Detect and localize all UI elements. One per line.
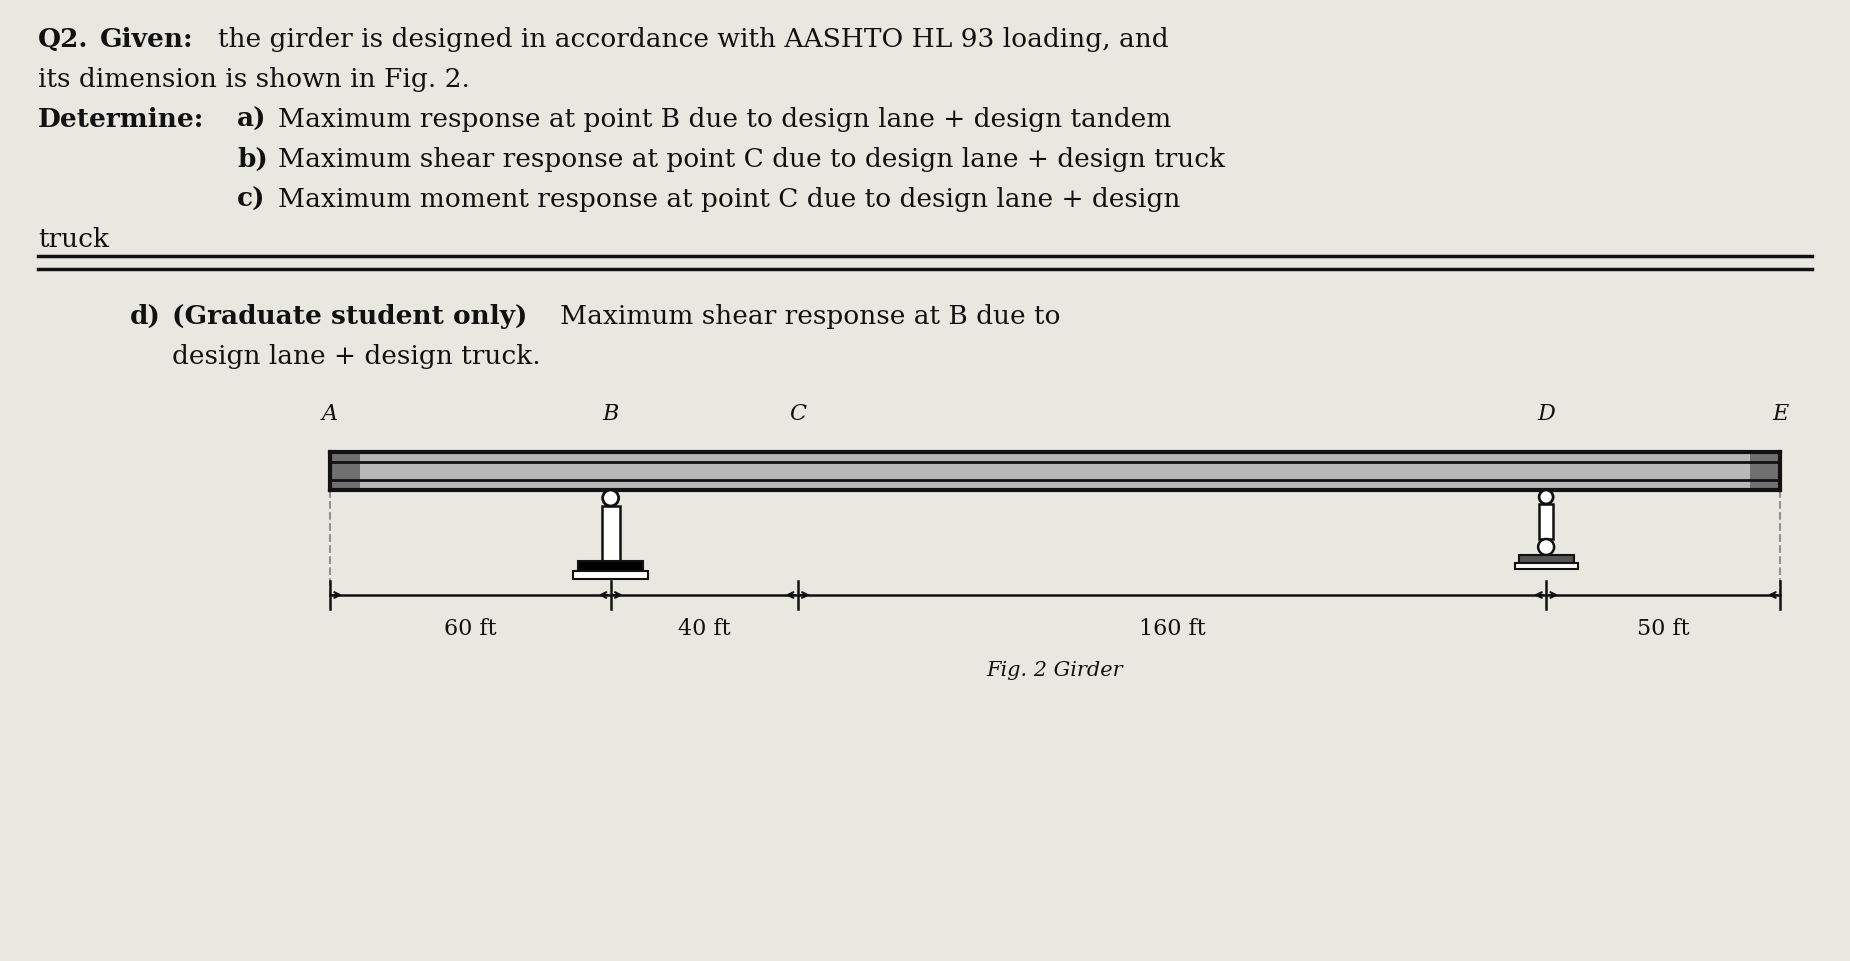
Text: B: B bbox=[603, 403, 620, 425]
Bar bbox=[1539, 505, 1554, 539]
Circle shape bbox=[1539, 490, 1554, 505]
Text: design lane + design truck.: design lane + design truck. bbox=[172, 344, 540, 369]
Text: Given:: Given: bbox=[100, 27, 194, 52]
Text: the girder is designed in accordance with AASHTO HL 93 loading, and: the girder is designed in accordance wit… bbox=[218, 27, 1169, 52]
Circle shape bbox=[603, 490, 618, 506]
Text: Maximum moment response at point C due to design lane + design: Maximum moment response at point C due t… bbox=[278, 186, 1180, 211]
Text: b): b) bbox=[237, 147, 268, 172]
Text: Q2.: Q2. bbox=[39, 27, 89, 52]
Text: truck: truck bbox=[39, 227, 109, 252]
Text: 60 ft: 60 ft bbox=[444, 617, 496, 639]
Bar bbox=[601, 506, 620, 561]
Bar bbox=[329, 453, 1780, 490]
Text: C: C bbox=[790, 403, 807, 425]
Bar bbox=[574, 572, 648, 579]
Text: 160 ft: 160 ft bbox=[1138, 617, 1206, 639]
Text: D: D bbox=[1537, 403, 1556, 425]
Text: A: A bbox=[322, 403, 339, 425]
Text: 40 ft: 40 ft bbox=[677, 617, 731, 639]
Bar bbox=[1750, 453, 1780, 490]
Text: c): c) bbox=[237, 186, 266, 211]
Text: 50 ft: 50 ft bbox=[1637, 617, 1689, 639]
Bar bbox=[1515, 563, 1578, 570]
Text: its dimension is shown in Fig. 2.: its dimension is shown in Fig. 2. bbox=[39, 67, 470, 92]
Text: a): a) bbox=[237, 107, 266, 132]
Text: d): d) bbox=[130, 304, 161, 329]
Bar bbox=[329, 453, 361, 490]
Text: Maximum shear response at B due to: Maximum shear response at B due to bbox=[561, 304, 1060, 329]
Bar bbox=[579, 561, 644, 572]
Bar bbox=[1519, 555, 1574, 563]
Circle shape bbox=[1537, 539, 1554, 555]
Text: (Graduate student only): (Graduate student only) bbox=[172, 304, 527, 329]
Text: Determine:: Determine: bbox=[39, 107, 204, 132]
Text: E: E bbox=[1772, 403, 1789, 425]
Text: Maximum response at point B due to design lane + design tandem: Maximum response at point B due to desig… bbox=[278, 107, 1171, 132]
Text: Fig. 2 Girder: Fig. 2 Girder bbox=[986, 660, 1123, 679]
Text: Maximum shear response at point C due to design lane + design truck: Maximum shear response at point C due to… bbox=[278, 147, 1225, 172]
